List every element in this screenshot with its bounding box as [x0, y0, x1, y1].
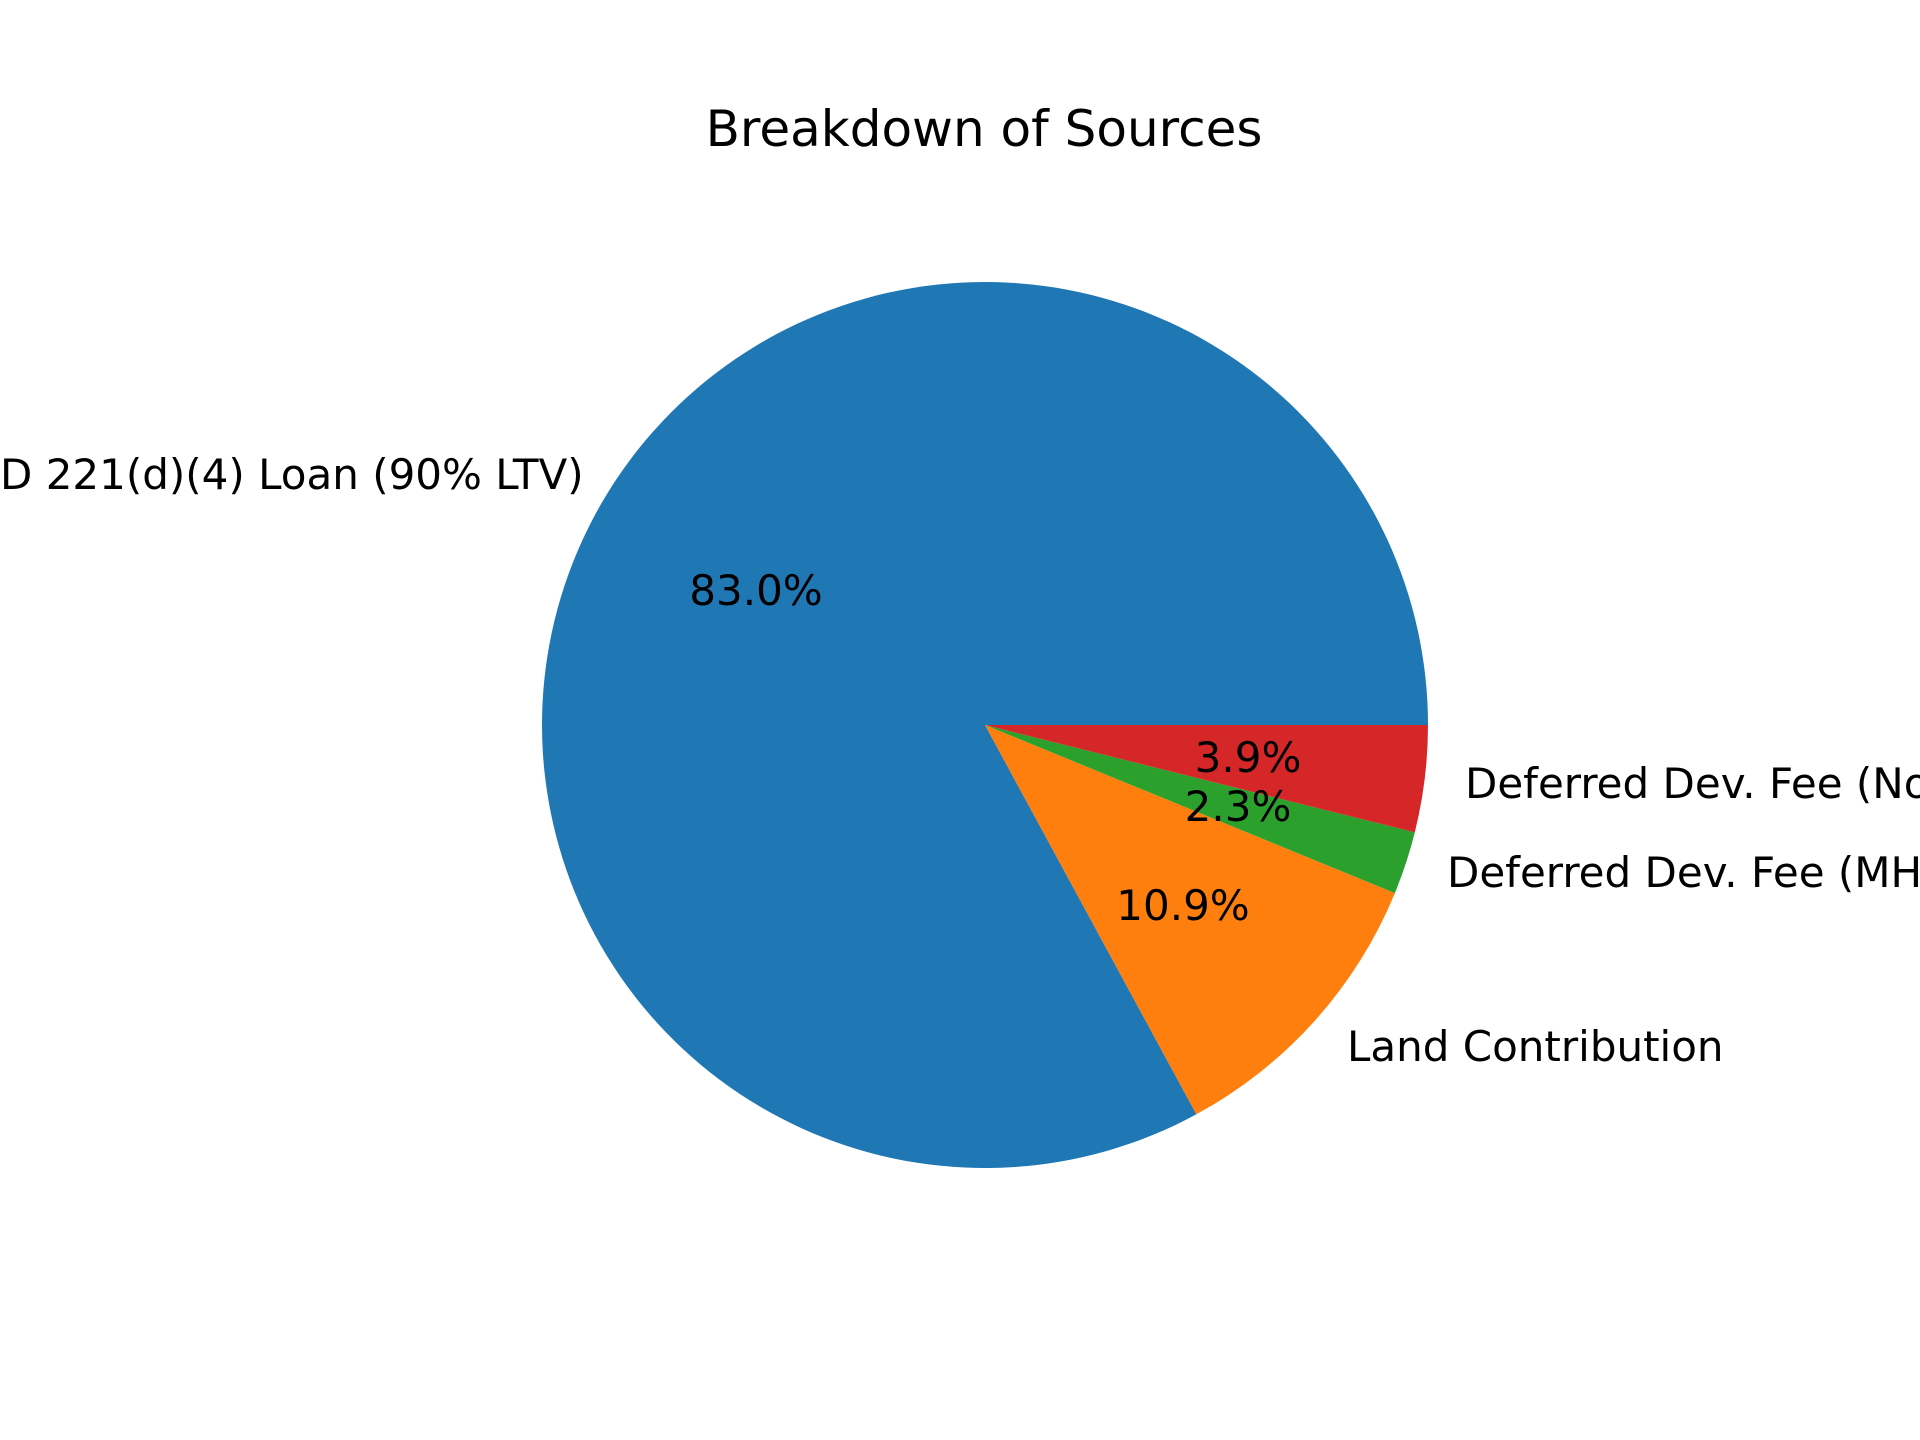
slice-label-deferred-dev-fee-mh: Deferred Dev. Fee (MH: [1447, 847, 1920, 897]
pct-label-loan: 83.0%: [689, 565, 823, 615]
pie-slice-deferred-dev-fee-no: [985, 725, 1428, 833]
slice-label-deferred-dev-fee-no: Deferred Dev. Fee (No: [1465, 758, 1920, 808]
pct-label-land-contribution: 10.9%: [1116, 880, 1250, 930]
pct-label-deferred-dev-fee-mh: 2.3%: [1184, 781, 1292, 831]
slice-label-loan: D 221(d)(4) Loan (90% LTV): [0, 449, 584, 499]
chart-title: Breakdown of Sources: [705, 100, 1263, 158]
slice-label-land-contribution: Land Contribution: [1347, 1021, 1724, 1071]
pie-slice-land-contribution: [985, 725, 1395, 1115]
pie-slice-deferred-dev-fee-mh: [985, 725, 1415, 894]
pie-slice-loan: [542, 281, 1428, 1168]
pct-label-deferred-dev-fee-no: 3.9%: [1194, 732, 1302, 782]
